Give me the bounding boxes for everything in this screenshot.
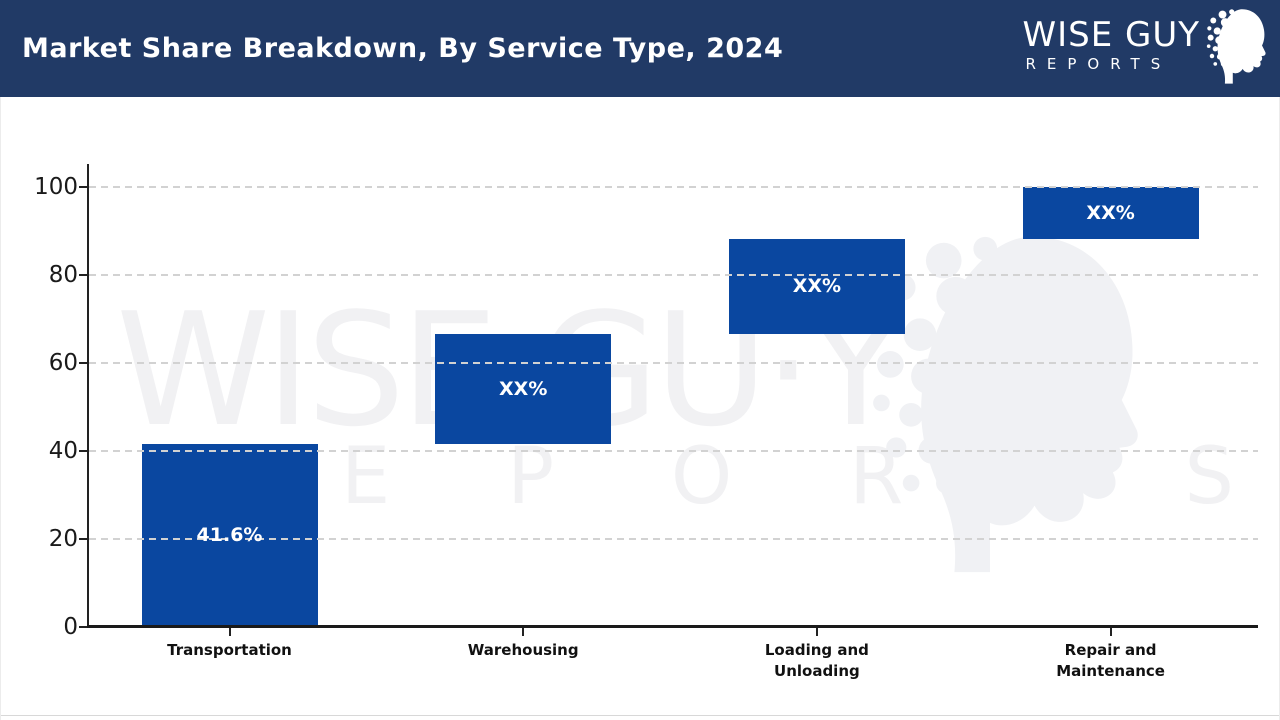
bar-value-label-transportation: 41.6% bbox=[196, 524, 263, 547]
left-border-line bbox=[0, 97, 1, 720]
x-category-label-repair-and-maintenance: Repair and Maintenance bbox=[1056, 641, 1165, 680]
y-tick-mark-0 bbox=[79, 626, 87, 628]
gridline-100 bbox=[89, 185, 1258, 188]
gridline-60 bbox=[89, 361, 1258, 364]
y-tick-mark-40 bbox=[79, 449, 87, 452]
bar-loading-and-unloading bbox=[728, 239, 905, 334]
bar-repair-and-maintenance bbox=[1022, 186, 1199, 240]
brand-wordmark-line2: REPORTS bbox=[1025, 54, 1172, 73]
y-tick-label-80: 80 bbox=[48, 261, 78, 288]
x-tick-mark-transportation bbox=[228, 628, 231, 636]
y-tick-mark-80 bbox=[79, 273, 87, 276]
gridline-80 bbox=[89, 273, 1258, 276]
bar-transportation bbox=[141, 443, 318, 627]
gridline-40 bbox=[89, 449, 1258, 452]
y-tick-label-0: 0 bbox=[63, 614, 78, 640]
x-tick-mark-repair-and-maintenance bbox=[1109, 628, 1112, 636]
x-category-label-warehousing: Warehousing bbox=[467, 641, 579, 659]
x-category-label-transportation: Transportation bbox=[167, 641, 292, 659]
bar-value-label-warehousing: XX% bbox=[499, 377, 548, 400]
bottom-border-line bbox=[0, 715, 1280, 716]
y-tick-label-100: 100 bbox=[34, 173, 78, 200]
bar-value-label-repair-and-maintenance: XX% bbox=[1086, 201, 1135, 224]
y-tick-mark-100 bbox=[79, 185, 87, 188]
y-tick-label-20: 20 bbox=[48, 525, 78, 552]
brand-logo: WISE GUY REPORTS bbox=[1022, 6, 1270, 85]
y-axis-spine bbox=[87, 164, 89, 627]
page-title: Market Share Breakdown, By Service Type,… bbox=[22, 33, 784, 64]
y-tick-label-60: 60 bbox=[48, 349, 78, 376]
x-tick-mark-warehousing bbox=[522, 628, 525, 636]
y-tick-mark-60 bbox=[79, 361, 87, 364]
x-axis-spine bbox=[87, 625, 1258, 628]
bar-warehousing bbox=[435, 333, 612, 444]
x-category-label-loading-and-unloading: Loading and Unloading bbox=[764, 641, 869, 680]
x-tick-mark-loading-and-unloading bbox=[815, 628, 818, 636]
header-bar: Market Share Breakdown, By Service Type,… bbox=[0, 0, 1280, 97]
brand-wordmark: WISE GUY REPORTS bbox=[1022, 15, 1200, 73]
y-tick-label-40: 40 bbox=[48, 437, 78, 464]
y-tick-mark-20 bbox=[79, 537, 87, 540]
bar-value-label-loading-and-unloading: XX% bbox=[792, 275, 842, 298]
head-profile-dots-icon bbox=[1204, 6, 1270, 85]
brand-wordmark-line1: WISE GUY bbox=[1022, 15, 1200, 56]
gridline-20 bbox=[89, 537, 1258, 540]
